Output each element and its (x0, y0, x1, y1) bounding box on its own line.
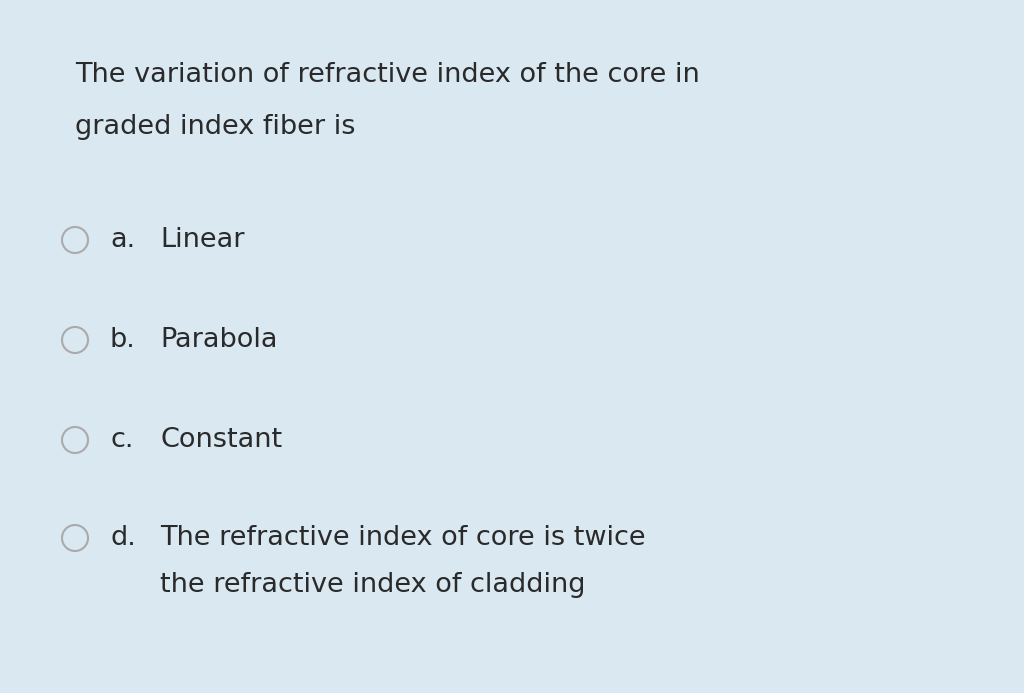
Text: the refractive index of cladding: the refractive index of cladding (160, 572, 586, 598)
Text: The variation of refractive index of the core in: The variation of refractive index of the… (75, 62, 699, 88)
Text: d.: d. (110, 525, 136, 551)
Text: a.: a. (110, 227, 135, 253)
Text: Linear: Linear (160, 227, 245, 253)
Text: Constant: Constant (160, 427, 283, 453)
Text: b.: b. (110, 327, 136, 353)
Text: graded index fiber is: graded index fiber is (75, 114, 355, 140)
Text: c.: c. (110, 427, 133, 453)
Text: Parabola: Parabola (160, 327, 278, 353)
Text: The refractive index of core is twice: The refractive index of core is twice (160, 525, 645, 551)
